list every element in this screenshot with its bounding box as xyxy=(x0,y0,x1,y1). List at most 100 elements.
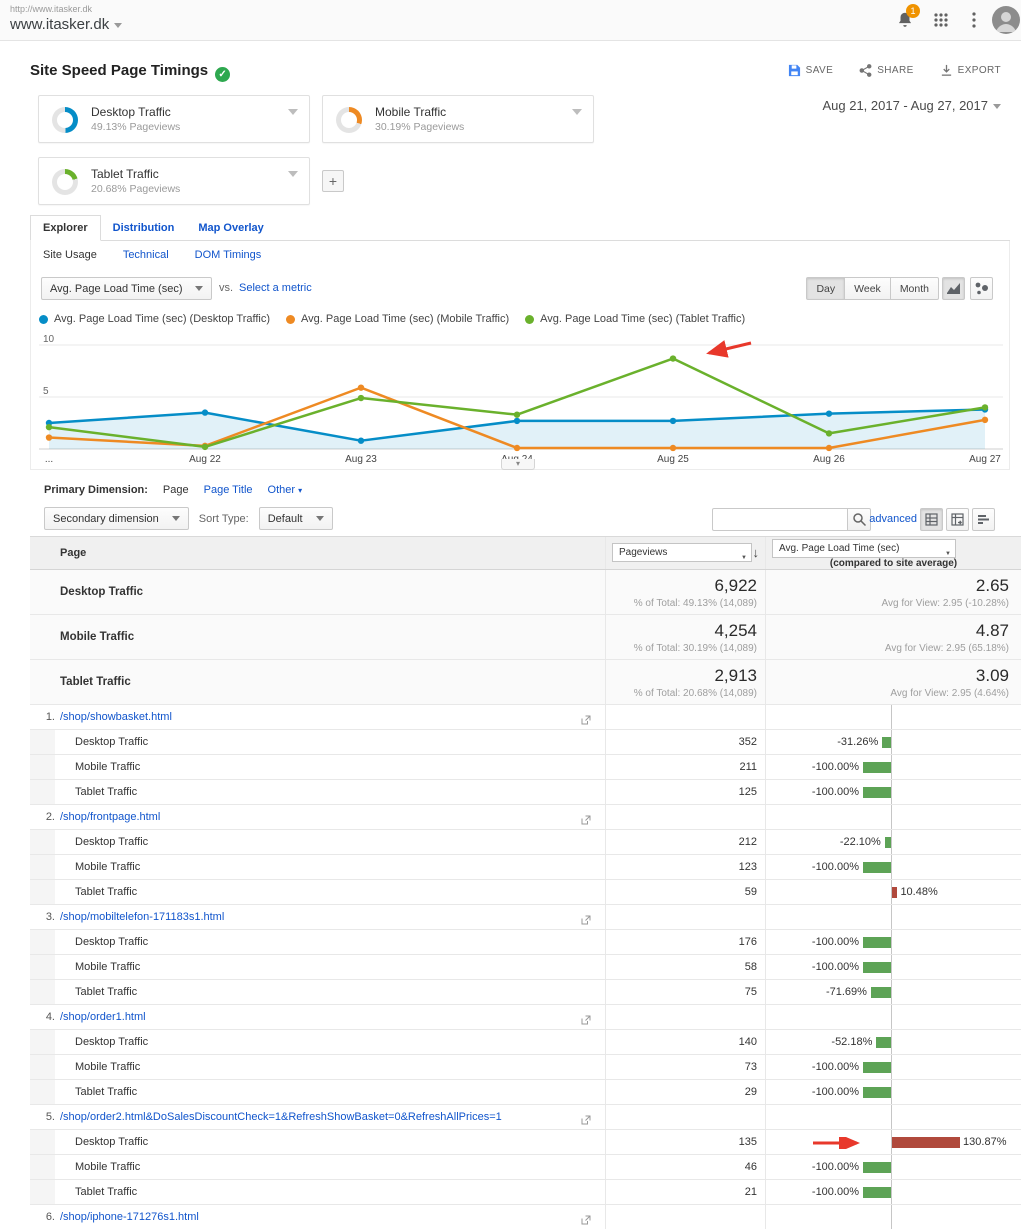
tab-distribution[interactable]: Distribution xyxy=(112,222,175,234)
segment-pageviews: 29 xyxy=(744,1086,757,1098)
pageviews-column-select[interactable]: Pageviews ▼ xyxy=(612,543,752,562)
delta-value: -71.69% xyxy=(825,986,867,998)
page-title: Site Speed Page Timings ✓ xyxy=(30,62,231,82)
secondary-dimension-dropdown[interactable]: Secondary dimension xyxy=(44,507,189,530)
delta-bar xyxy=(876,1037,891,1048)
segment-detail: 49.13% Pageviews xyxy=(91,121,181,133)
segment-label: Desktop Traffic xyxy=(75,736,149,748)
table-header-row: Page Pageviews ▼ ↓ Avg. Page Load Time (s… xyxy=(30,536,1021,570)
granularity-week-button[interactable]: Week xyxy=(844,277,891,300)
metric-column-select[interactable]: Avg. Page Load Time (sec) ▼ xyxy=(772,539,956,558)
search-button[interactable] xyxy=(848,508,871,531)
open-in-new-icon[interactable] xyxy=(581,812,591,830)
row-index: 4. xyxy=(45,1011,55,1023)
chart-expand-toggle[interactable]: ▾ xyxy=(501,459,535,470)
metric-group-tabs: Site Usage Technical DOM Timings xyxy=(43,249,261,261)
open-in-new-icon[interactable] xyxy=(581,1212,591,1229)
advanced-search-link[interactable]: advanced xyxy=(869,513,917,525)
chevron-down-icon[interactable] xyxy=(572,109,582,115)
granularity-day-button[interactable]: Day xyxy=(806,277,846,300)
chevron-down-icon xyxy=(195,286,204,291)
apps-grid-icon xyxy=(934,13,948,27)
chevron-down-icon[interactable] xyxy=(288,109,298,115)
segment-label: Tablet Traffic xyxy=(75,1186,138,1198)
subtab-site-usage[interactable]: Site Usage xyxy=(43,249,97,261)
verified-check-icon: ✓ xyxy=(215,67,231,82)
add-segment-button[interactable]: + xyxy=(322,170,344,192)
open-in-new-icon[interactable] xyxy=(581,1012,591,1030)
delta-bar xyxy=(863,1087,891,1098)
segment-pageviews: 123 xyxy=(738,861,757,873)
table-row-segment: Desktop Traffic 212 -22.10% xyxy=(30,830,1021,855)
legend-label: Avg. Page Load Time (sec) (Tablet Traffi… xyxy=(540,313,746,325)
page-url-link[interactable]: /shop/mobiltelefon-171183s1.html xyxy=(60,911,225,923)
subtab-technical[interactable]: Technical xyxy=(122,249,169,261)
chevron-down-icon[interactable] xyxy=(288,171,298,177)
annotation-arrow-icon xyxy=(811,1134,867,1154)
summary-metric-note: Avg for View: 2.95 (-10.28%) xyxy=(881,598,1009,609)
summary-label: Mobile Traffic xyxy=(60,631,135,643)
tab-map-overlay[interactable]: Map Overlay xyxy=(198,222,264,234)
table-row-segment: Desktop Traffic 176 -100.00% xyxy=(30,930,1021,955)
export-button[interactable]: EXPORT xyxy=(940,64,1001,77)
table-row-segment: Mobile Traffic 46 -100.00% xyxy=(30,1155,1021,1180)
summary-metric-note: Avg for View: 2.95 (4.64%) xyxy=(890,688,1009,699)
dimension-other-dropdown[interactable]: Other ▾ xyxy=(267,484,303,496)
motion-chart-view-button[interactable] xyxy=(970,277,993,300)
table-row-segment: Tablet Traffic 29 -100.00% xyxy=(30,1080,1021,1105)
segment-label: Desktop Traffic xyxy=(75,836,149,848)
page-url-link[interactable]: /shop/frontpage.html xyxy=(60,811,161,823)
apps-grid-button[interactable] xyxy=(933,12,949,33)
report-table-body: Desktop Traffic 6,922 % of Total: 49.13% (… xyxy=(30,570,1021,1229)
open-in-new-icon[interactable] xyxy=(581,1112,591,1130)
summary-pageviews-note: % of Total: 49.13% (14,089) xyxy=(633,598,757,609)
metric-select-dropdown[interactable]: Avg. Page Load Time (sec) xyxy=(41,277,213,300)
page-column-header: Page xyxy=(60,547,87,559)
segment-pageviews: 46 xyxy=(744,1161,757,1173)
sort-type-dropdown[interactable]: Default xyxy=(258,507,333,530)
dimension-other-label: Other xyxy=(267,484,296,496)
segment-card-tablet[interactable]: Tablet Traffic 20.68% Pageviews xyxy=(38,157,310,205)
page-url-link[interactable]: /shop/order2.html&DoSalesDiscountCheck=1… xyxy=(60,1111,502,1123)
date-range-selector[interactable]: Aug 21, 2017 - Aug 27, 2017 xyxy=(822,98,1001,113)
segment-pageviews: 75 xyxy=(744,986,757,998)
line-chart-view-button[interactable] xyxy=(942,277,965,300)
tab-explorer[interactable]: Explorer xyxy=(30,215,101,241)
property-url: http://www.itasker.dk xyxy=(10,4,93,14)
segment-card-desktop[interactable]: Desktop Traffic 49.13% Pageviews xyxy=(38,95,310,143)
sort-descending-icon[interactable]: ↓ xyxy=(752,545,760,560)
open-in-new-icon[interactable] xyxy=(581,912,591,930)
chevron-down-icon xyxy=(993,104,1001,110)
page-url-link[interactable]: /shop/iphone-171276s1.html xyxy=(60,1211,199,1223)
dimension-page[interactable]: Page xyxy=(162,484,189,496)
comparison-view-button[interactable] xyxy=(972,508,995,531)
page-url-link[interactable]: /shop/order1.html xyxy=(60,1011,146,1023)
segment-label: Desktop Traffic xyxy=(75,936,149,948)
segment-card-mobile[interactable]: Mobile Traffic 30.19% Pageviews xyxy=(322,95,594,143)
dimension-page-title[interactable]: Page Title xyxy=(203,484,253,496)
save-button[interactable]: SAVE xyxy=(788,64,834,77)
share-button[interactable]: SHARE xyxy=(859,64,913,77)
account-selector[interactable]: www.itasker.dk xyxy=(10,16,123,33)
segment-pageviews: 211 xyxy=(739,761,757,773)
delta-bar xyxy=(884,837,891,848)
page-url-link[interactable]: /shop/showbasket.html xyxy=(60,711,172,723)
summary-metric: 2.65 xyxy=(975,576,1009,595)
row-index: 6. xyxy=(45,1211,55,1223)
open-in-new-icon[interactable] xyxy=(581,712,591,730)
select-metric-link[interactable]: Select a metric xyxy=(239,282,312,294)
segment-pageviews: 352 xyxy=(738,736,757,748)
delta-value: -100.00% xyxy=(811,861,859,873)
segment-donut xyxy=(336,107,362,133)
search-input[interactable] xyxy=(712,508,848,531)
sort-type-value: Default xyxy=(267,512,303,525)
data-view-button[interactable] xyxy=(920,508,943,531)
avatar[interactable] xyxy=(992,6,1020,34)
granularity-month-button[interactable]: Month xyxy=(889,277,939,300)
more-options-button[interactable] xyxy=(971,12,977,33)
table-row-page: 1. /shop/showbasket.html xyxy=(30,705,1021,730)
pivot-view-button[interactable] xyxy=(946,508,969,531)
subtab-dom-timings[interactable]: DOM Timings xyxy=(194,249,262,261)
